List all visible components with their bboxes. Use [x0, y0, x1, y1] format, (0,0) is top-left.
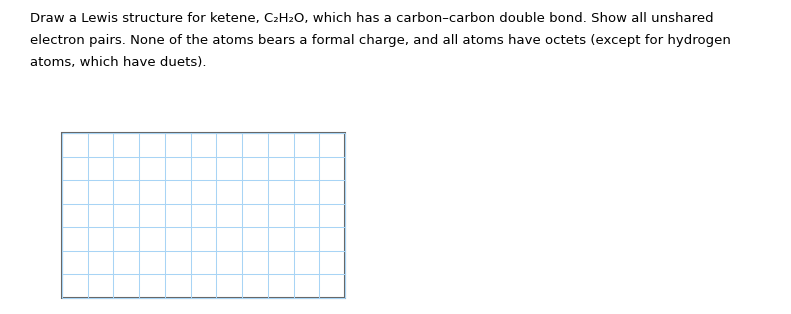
Text: atoms, which have duets).: atoms, which have duets). — [30, 56, 206, 69]
Text: electron pairs. None of the atoms bears a formal charge, and all atoms have octe: electron pairs. None of the atoms bears … — [30, 34, 731, 47]
Bar — [62, 133, 345, 298]
Text: Draw a Lewis structure for ketene, C₂H₂O, which has a carbon–carbon double bond.: Draw a Lewis structure for ketene, C₂H₂O… — [30, 12, 713, 25]
